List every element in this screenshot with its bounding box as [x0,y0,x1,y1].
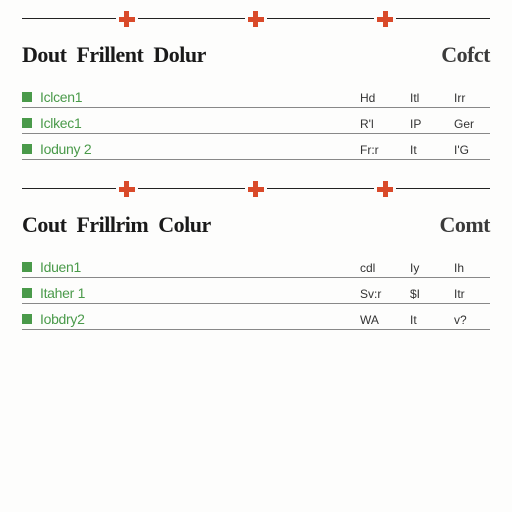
row-cell: Fr:r [360,143,410,157]
panel-heading: Cout Frillrim Colur Comt [22,212,490,238]
top-rule [22,188,490,206]
table-row: Iduen1 cdl Iy Ih [22,252,490,278]
row-cell: IP [410,117,454,131]
heading-word: Dout [22,42,66,68]
heading-word: Frillrim [76,212,148,238]
bullet-icon [22,92,32,102]
row-cell: Sv:r [360,287,410,301]
bullet-icon [22,262,32,272]
cross-row [22,8,490,30]
heading-word: Cofct [441,42,490,68]
panel-heading: Dout Frillent Dolur Cofct [22,42,490,68]
heading-word: Dolur [153,42,206,68]
panel-top: Dout Frillent Dolur Cofct Iclcen1 Hd Itl… [22,18,490,160]
data-table: Iduen1 cdl Iy Ih Itaher 1 Sv:r $I Itr Io… [22,252,490,330]
row-cell: Irr [454,91,490,105]
row-cell: Ih [454,261,490,275]
medical-cross-icon [245,8,267,30]
heading-word: Frillent [76,42,143,68]
table-row: Iclcen1 Hd Itl Irr [22,82,490,108]
bullet-icon [22,314,32,324]
row-label: Iobdry2 [40,311,120,327]
row-label: Ioduny 2 [40,141,120,157]
row-cell: It [410,143,454,157]
row-cell: It [410,313,454,327]
bullet-icon [22,144,32,154]
medical-cross-icon [374,178,396,200]
heading-word: Comt [439,212,490,238]
row-cell: R'l [360,117,410,131]
bullet-icon [22,288,32,298]
row-label: Iclkec1 [40,115,120,131]
cross-row [22,178,490,200]
top-rule [22,18,490,36]
row-cell: Itr [454,287,490,301]
table-row: Iclkec1 R'l IP Ger [22,108,490,134]
medical-cross-icon [116,8,138,30]
table-row: Itaher 1 Sv:r $I Itr [22,278,490,304]
row-cell: Hd [360,91,410,105]
medical-cross-icon [116,178,138,200]
row-cell: I'G [454,143,490,157]
heading-word: Cout [22,212,66,238]
row-cell: Ger [454,117,490,131]
medical-cross-icon [374,8,396,30]
row-cell: Iy [410,261,454,275]
panel-bottom: Cout Frillrim Colur Comt Iduen1 cdl Iy I… [22,188,490,330]
medical-cross-icon [245,178,267,200]
row-label: Iduen1 [40,259,120,275]
table-row: Ioduny 2 Fr:r It I'G [22,134,490,160]
data-table: Iclcen1 Hd Itl Irr Iclkec1 R'l IP Ger Io… [22,82,490,160]
heading-word: Colur [158,212,211,238]
table-row: Iobdry2 WA It v? [22,304,490,330]
bullet-icon [22,118,32,128]
row-cell: v? [454,313,490,327]
row-cell: WA [360,313,410,327]
row-cell: $I [410,287,454,301]
row-cell: cdl [360,261,410,275]
row-label: Itaher 1 [40,285,120,301]
row-cell: Itl [410,91,454,105]
row-label: Iclcen1 [40,89,120,105]
